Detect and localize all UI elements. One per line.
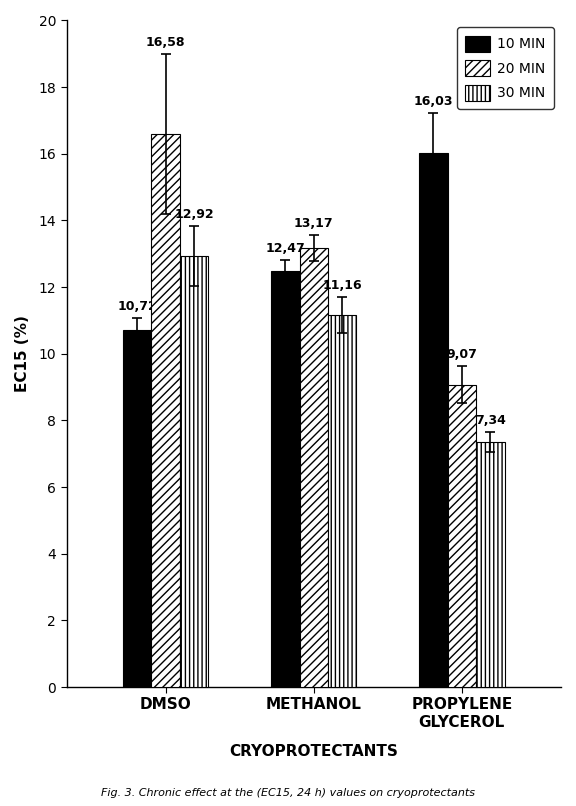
Text: 16,03: 16,03 bbox=[414, 95, 453, 108]
Text: 13,17: 13,17 bbox=[294, 217, 334, 230]
X-axis label: CRYOPROTECTANTS: CRYOPROTECTANTS bbox=[229, 744, 398, 758]
Text: 10,72: 10,72 bbox=[118, 300, 157, 313]
Text: 12,47: 12,47 bbox=[266, 242, 305, 255]
Text: 16,58: 16,58 bbox=[146, 36, 185, 49]
Bar bbox=[151, 135, 180, 687]
Text: 11,16: 11,16 bbox=[323, 279, 362, 292]
Text: Fig. 3. Chronic effect at the (EC15, 24 h) values on cryoprotectants: Fig. 3. Chronic effect at the (EC15, 24 … bbox=[101, 788, 475, 798]
Bar bbox=[123, 330, 151, 687]
Text: 9,07: 9,07 bbox=[446, 348, 478, 361]
Bar bbox=[180, 256, 209, 687]
Legend: 10 MIN, 20 MIN, 30 MIN: 10 MIN, 20 MIN, 30 MIN bbox=[457, 27, 554, 109]
Text: 12,92: 12,92 bbox=[175, 209, 214, 222]
Bar bbox=[271, 272, 300, 687]
Bar bbox=[328, 315, 357, 687]
Y-axis label: EC15 (%): EC15 (%) bbox=[15, 315, 30, 393]
Bar bbox=[476, 442, 505, 687]
Text: 7,34: 7,34 bbox=[475, 414, 506, 427]
Bar bbox=[419, 153, 448, 687]
Bar bbox=[300, 248, 328, 687]
Bar bbox=[448, 384, 476, 687]
